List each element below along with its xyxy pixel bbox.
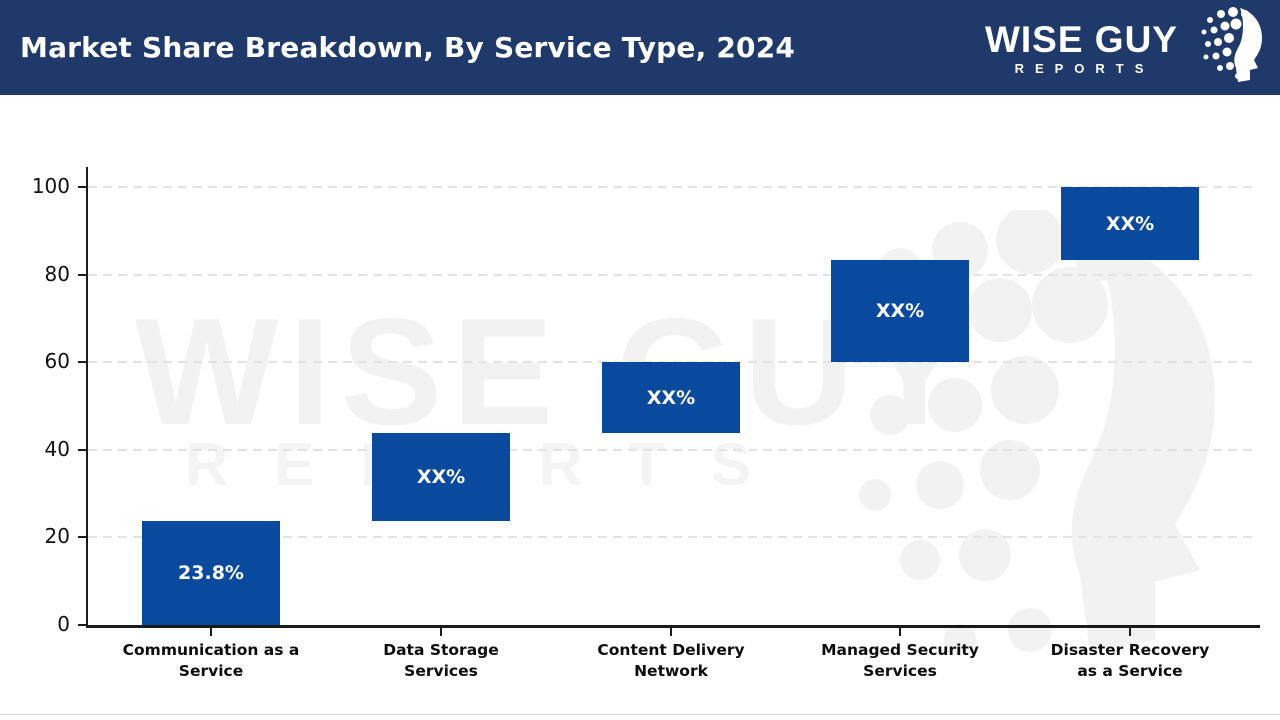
y-tick-label: 20 xyxy=(44,524,70,549)
y-tick-label: 100 xyxy=(31,174,70,198)
y-tick-label: 60 xyxy=(44,349,70,374)
bar-segment: XX% xyxy=(372,433,510,521)
header-bar: Market Share Breakdown, By Service Type,… xyxy=(0,0,1280,95)
x-tick-mark xyxy=(899,628,901,636)
category-label: Data Storage Services xyxy=(383,641,499,680)
wise-guy-logo: WISE GUY REPORTS xyxy=(985,4,1266,92)
watermark-head-icon xyxy=(780,206,1240,714)
y-tick-label: 40 xyxy=(44,436,70,461)
page-title: Market Share Breakdown, By Service Type,… xyxy=(20,31,796,64)
x-axis-line xyxy=(86,625,1260,628)
bottom-divider xyxy=(0,714,1280,715)
y-axis-line xyxy=(86,167,88,627)
category-label: Disaster Recovery as a Service xyxy=(1050,641,1210,680)
y-tick-mark xyxy=(78,536,87,539)
bar-value-label: XX% xyxy=(416,465,466,488)
gridline xyxy=(88,536,1258,539)
bar-segment: 23.8% xyxy=(142,520,280,625)
category-label: Content Delivery Network xyxy=(597,641,745,680)
y-tick-mark xyxy=(78,361,87,364)
x-tick-mark xyxy=(440,628,442,636)
bar-value-label: XX% xyxy=(646,386,696,409)
bar-segment: XX% xyxy=(602,362,740,434)
y-tick-mark xyxy=(78,624,87,626)
bar-segment: XX% xyxy=(831,260,969,363)
y-tick-label: 0 xyxy=(57,612,70,636)
bar-value-label: XX% xyxy=(875,300,925,323)
y-tick-mark xyxy=(78,273,87,276)
bar-value-label: 23.8% xyxy=(178,561,244,584)
x-tick-mark xyxy=(670,628,672,636)
logo-subtitle: REPORTS xyxy=(1014,60,1155,76)
y-tick-mark xyxy=(78,186,87,188)
category-label: Communication as a Service xyxy=(122,641,300,680)
gridline xyxy=(88,448,1258,451)
y-tick-mark xyxy=(78,448,87,451)
gridline xyxy=(88,186,1258,188)
y-tick-label: 80 xyxy=(44,261,70,286)
dotted-head-logo-icon xyxy=(1180,4,1266,92)
watermark-wordmark: WISE GUY xyxy=(135,287,976,457)
bar-segment: XX% xyxy=(1061,187,1199,261)
x-tick-mark xyxy=(1129,628,1131,636)
category-label: Managed Security Services xyxy=(821,641,979,680)
bar-value-label: XX% xyxy=(1105,212,1155,235)
x-tick-mark xyxy=(210,628,212,636)
gridline xyxy=(88,273,1258,276)
logo-wordmark: WISE GUY xyxy=(984,18,1178,60)
